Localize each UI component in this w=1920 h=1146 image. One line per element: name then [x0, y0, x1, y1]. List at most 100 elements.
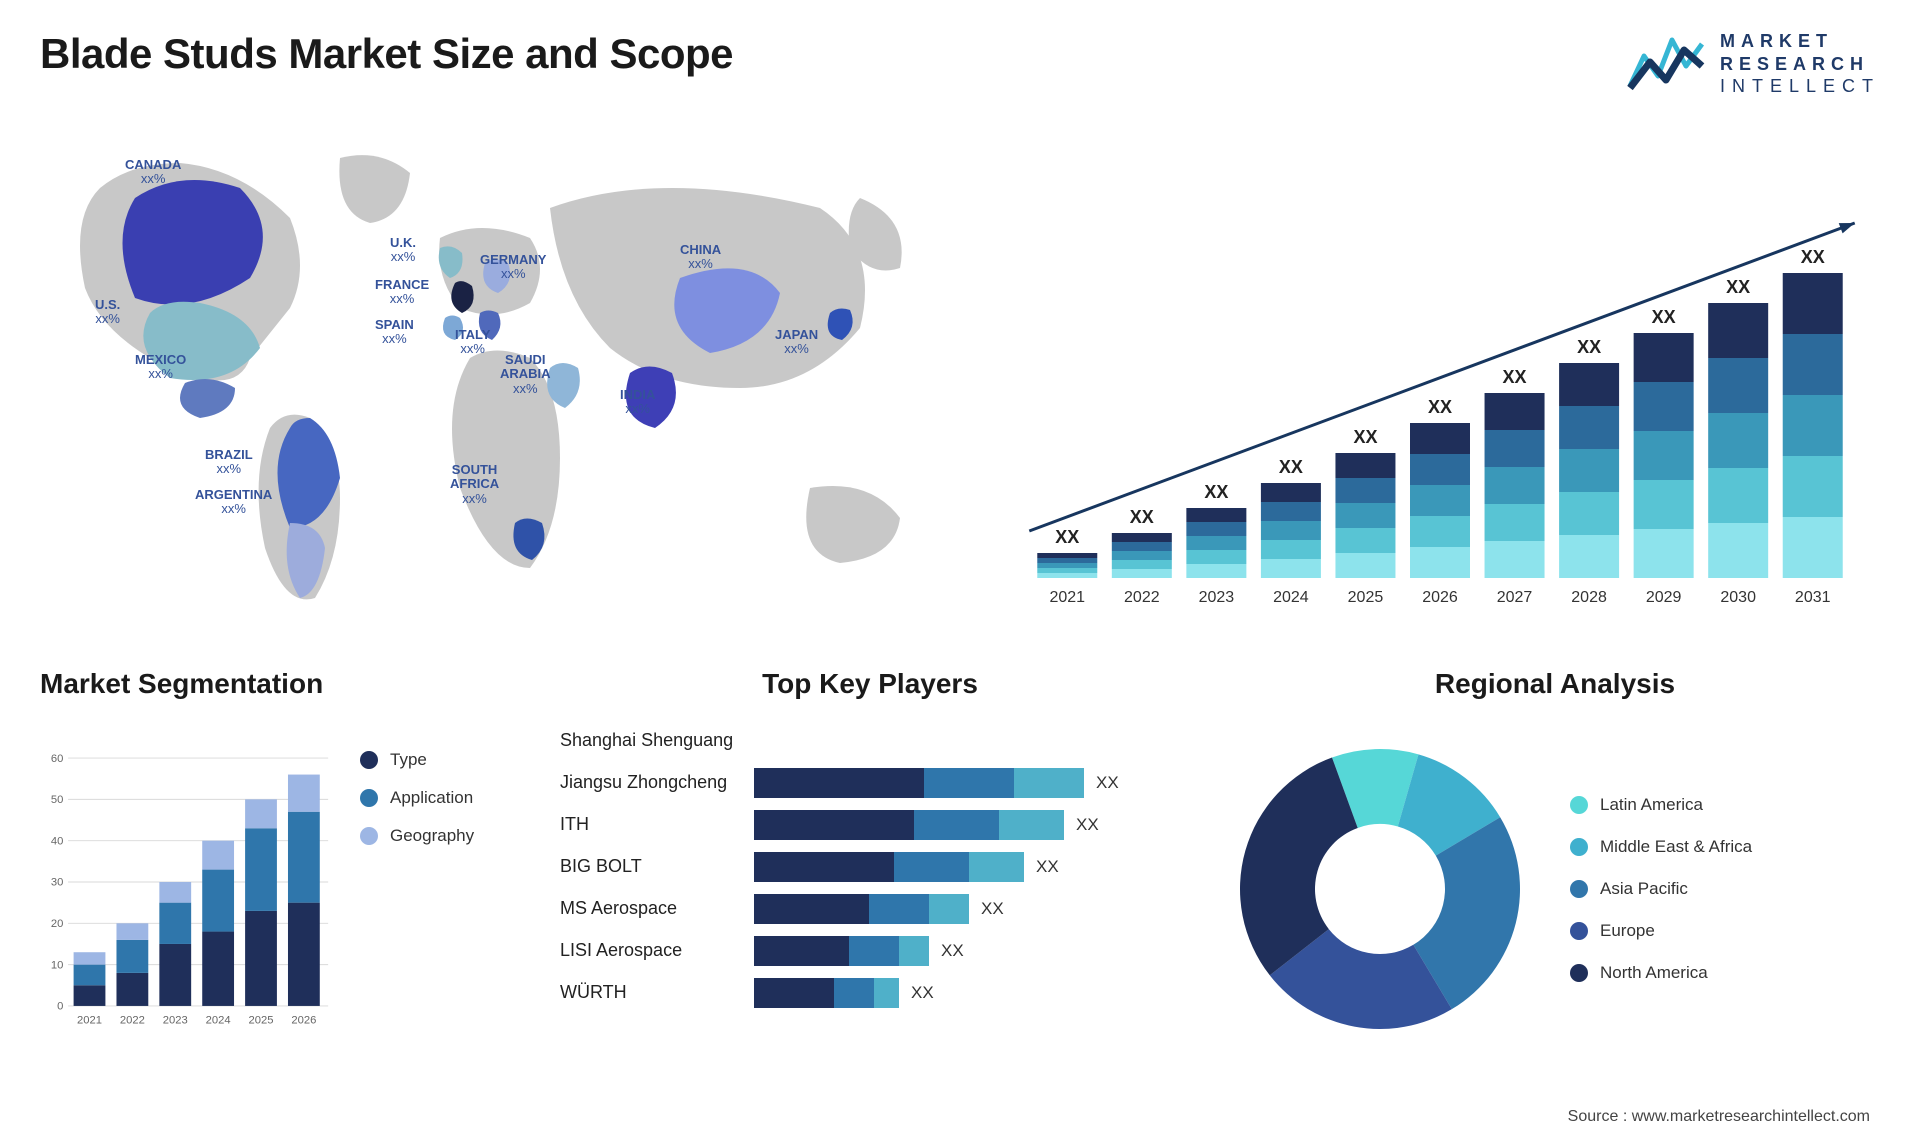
svg-text:10: 10	[51, 959, 63, 971]
players-panel: Top Key Players Shanghai Shenguang Jiangs…	[560, 668, 1180, 1058]
svg-text:2026: 2026	[291, 1014, 316, 1026]
svg-text:2029: 2029	[1646, 589, 1682, 606]
map-label: INDIAxx%	[620, 388, 655, 418]
map-label: BRAZILxx%	[205, 448, 253, 478]
legend-item: Latin America	[1570, 795, 1880, 815]
player-row: ITH XX	[560, 804, 1180, 846]
svg-text:XX: XX	[1428, 397, 1452, 417]
svg-text:40: 40	[51, 835, 63, 847]
player-value: XX	[941, 941, 964, 961]
svg-text:30: 30	[51, 876, 63, 888]
legend-item: Europe	[1570, 921, 1880, 941]
top-row: CANADAxx% U.S.xx% MEXICOxx% BRAZILxx% ARGENT…	[40, 128, 1880, 628]
svg-text:2022: 2022	[1124, 589, 1160, 606]
svg-text:XX: XX	[1503, 367, 1527, 387]
logo-line2: RESEARCH	[1720, 53, 1880, 76]
map-label: SPAINxx%	[375, 318, 414, 348]
player-name: LISI Aerospace	[560, 940, 740, 961]
map-label: U.S.xx%	[95, 298, 120, 328]
svg-text:2028: 2028	[1571, 589, 1607, 606]
svg-text:XX: XX	[1055, 527, 1079, 547]
map-label: ARGENTINAxx%	[195, 488, 272, 518]
svg-text:2023: 2023	[1199, 589, 1235, 606]
svg-text:50: 50	[51, 794, 63, 806]
player-bar: XX	[754, 810, 1180, 840]
svg-text:XX: XX	[1577, 337, 1601, 357]
map-label: CANADAxx%	[125, 158, 181, 188]
svg-text:2021: 2021	[77, 1014, 102, 1026]
svg-text:XX: XX	[1726, 277, 1750, 297]
player-name: ITH	[560, 814, 740, 835]
regional-legend: Latin America Middle East & Africa Asia Pa…	[1570, 795, 1880, 983]
svg-text:XX: XX	[1652, 307, 1676, 327]
map-label: MEXICOxx%	[135, 353, 186, 383]
svg-text:XX: XX	[1353, 427, 1377, 447]
svg-text:20: 20	[51, 918, 63, 930]
logo-line1: MARKET	[1720, 30, 1880, 53]
regional-panel: Regional Analysis Latin America Middle Ea…	[1230, 668, 1880, 1058]
player-bar: XX	[754, 768, 1180, 798]
logo-text: MARKET RESEARCH INTELLECT	[1720, 30, 1880, 98]
player-name: WÜRTH	[560, 982, 740, 1003]
player-value: XX	[911, 983, 934, 1003]
svg-text:2025: 2025	[249, 1014, 274, 1026]
legend-item: Type	[360, 750, 510, 770]
map-label: FRANCExx%	[375, 278, 429, 308]
players-title: Top Key Players	[560, 668, 1180, 700]
svg-text:XX: XX	[1801, 247, 1825, 267]
player-value: XX	[1076, 815, 1099, 835]
svg-text:2030: 2030	[1720, 589, 1756, 606]
growth-chart-panel: XXXXXXXXXXXXXXXXXXXXXX 20212022202320242…	[1000, 128, 1880, 628]
map-label: JAPANxx%	[775, 328, 818, 358]
regional-title: Regional Analysis	[1230, 668, 1880, 700]
player-name: Shanghai Shenguang	[560, 730, 740, 751]
player-row: MS Aerospace XX	[560, 888, 1180, 930]
svg-text:2024: 2024	[1273, 589, 1309, 606]
map-label: ITALYxx%	[455, 328, 490, 358]
legend-item: Asia Pacific	[1570, 879, 1880, 899]
map-label: CHINAxx%	[680, 243, 721, 273]
player-row: WÜRTH XX	[560, 972, 1180, 1014]
world-map-panel: CANADAxx% U.S.xx% MEXICOxx% BRAZILxx% ARGENT…	[40, 128, 960, 628]
logo-mark-icon	[1626, 36, 1706, 91]
svg-text:60: 60	[51, 752, 63, 764]
player-value: XX	[981, 899, 1004, 919]
logo-line3: INTELLECT	[1720, 75, 1880, 98]
player-name: MS Aerospace	[560, 898, 740, 919]
player-name: BIG BOLT	[560, 856, 740, 877]
brand-logo: MARKET RESEARCH INTELLECT	[1626, 30, 1880, 98]
player-value: XX	[1036, 857, 1059, 877]
legend-item: North America	[1570, 963, 1880, 983]
svg-text:2027: 2027	[1497, 589, 1533, 606]
svg-text:2031: 2031	[1795, 589, 1831, 606]
map-label: U.K.xx%	[390, 236, 416, 266]
svg-text:2021: 2021	[1049, 589, 1085, 606]
svg-text:XX: XX	[1130, 507, 1154, 527]
bottom-row: Market Segmentation 0102030405060 202120…	[40, 668, 1880, 1058]
header: Blade Studs Market Size and Scope MARKET…	[40, 30, 1880, 98]
svg-text:2023: 2023	[163, 1014, 188, 1026]
player-bar: XX	[754, 978, 1180, 1008]
map-label: SAUDIARABIAxx%	[500, 353, 551, 398]
segmentation-legend: TypeApplicationGeography	[360, 720, 510, 1058]
svg-text:2025: 2025	[1348, 589, 1384, 606]
player-bar: XX	[754, 894, 1180, 924]
legend-item: Middle East & Africa	[1570, 837, 1880, 857]
player-row: LISI Aerospace XX	[560, 930, 1180, 972]
regional-donut	[1230, 739, 1530, 1039]
source-text: Source : www.marketresearchintellect.com	[1568, 1108, 1870, 1126]
player-bar: XX	[754, 852, 1180, 882]
player-row: BIG BOLT XX	[560, 846, 1180, 888]
segmentation-panel: Market Segmentation 0102030405060 202120…	[40, 668, 510, 1058]
segmentation-title: Market Segmentation	[40, 668, 510, 700]
svg-text:2026: 2026	[1422, 589, 1458, 606]
player-value: XX	[1096, 773, 1119, 793]
map-label: SOUTHAFRICAxx%	[450, 463, 499, 508]
svg-text:2022: 2022	[120, 1014, 145, 1026]
legend-item: Geography	[360, 826, 510, 846]
svg-text:2024: 2024	[206, 1014, 231, 1026]
map-label: GERMANYxx%	[480, 253, 546, 283]
player-row: Jiangsu Zhongcheng XX	[560, 762, 1180, 804]
player-name: Jiangsu Zhongcheng	[560, 772, 740, 793]
svg-text:XX: XX	[1204, 482, 1228, 502]
